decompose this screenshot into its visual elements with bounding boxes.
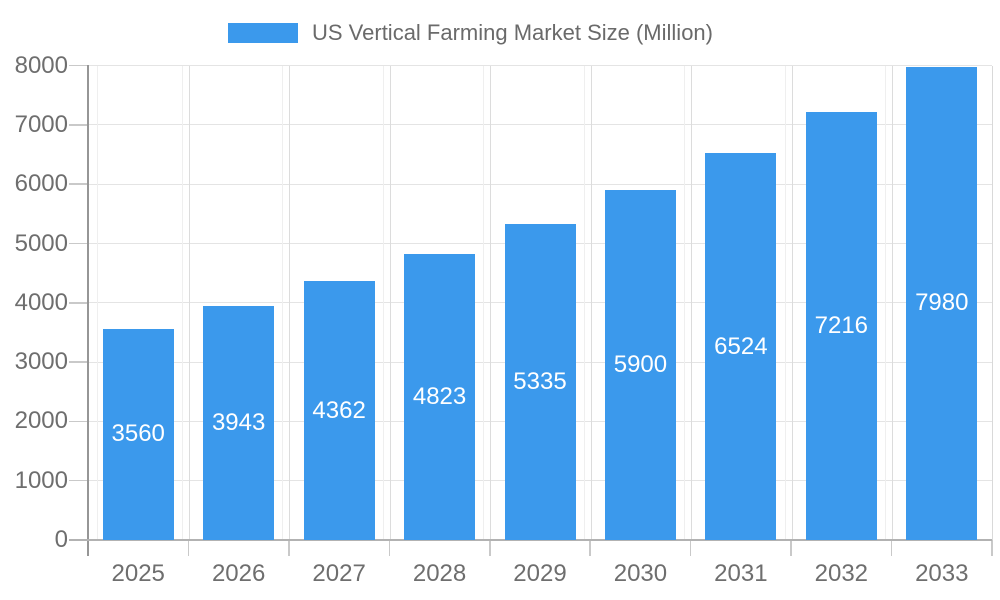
y-gridline bbox=[88, 183, 992, 185]
bar-value-label: 7980 bbox=[915, 289, 969, 317]
x-gridline bbox=[188, 65, 190, 540]
y-axis-label: 8000 bbox=[14, 51, 68, 79]
bar-value-label: 5900 bbox=[613, 351, 668, 379]
y-gridline bbox=[88, 65, 992, 67]
x-axis-label: 2028 bbox=[412, 560, 467, 587]
y-axis-tick bbox=[69, 183, 88, 185]
x-axis-tick bbox=[589, 540, 591, 556]
bar-value-label: 3943 bbox=[211, 409, 266, 437]
y-axis-tick bbox=[69, 479, 88, 482]
y-axis-tick bbox=[69, 64, 88, 67]
x-gridline bbox=[181, 65, 183, 540]
bar-2032[interactable] bbox=[805, 112, 877, 540]
bar-value-label: 7216 bbox=[814, 312, 869, 340]
bar-value-label: 3560 bbox=[111, 420, 165, 448]
x-axis-tick bbox=[991, 540, 993, 556]
x-gridline bbox=[590, 65, 592, 540]
x-gridline bbox=[684, 65, 686, 540]
x-axis-label: 2031 bbox=[714, 560, 768, 587]
plot-right-border bbox=[991, 65, 993, 540]
bar-2033[interactable] bbox=[906, 66, 978, 540]
x-gridline bbox=[791, 65, 793, 540]
bar-value-label: 5335 bbox=[513, 367, 567, 395]
y-axis-line bbox=[87, 65, 89, 556]
bar-value-label: 4823 bbox=[412, 382, 467, 410]
bar-value-label: 6524 bbox=[714, 332, 768, 360]
y-axis-tick bbox=[69, 242, 88, 245]
x-axis-label: 2026 bbox=[211, 560, 266, 587]
x-axis-label: 2025 bbox=[111, 560, 165, 587]
y-axis-tick bbox=[69, 124, 88, 126]
bar-2031[interactable] bbox=[705, 153, 777, 540]
y-axis-tick bbox=[69, 420, 88, 423]
x-gridline bbox=[583, 65, 585, 540]
x-axis-label: 2032 bbox=[814, 560, 869, 587]
x-gridline bbox=[784, 65, 786, 540]
x-gridline bbox=[490, 65, 492, 540]
y-axis-label: 3000 bbox=[14, 348, 68, 376]
x-axis-tick bbox=[890, 540, 893, 556]
x-axis-label: 2029 bbox=[513, 560, 567, 587]
x-axis-label: 2030 bbox=[613, 560, 668, 587]
legend-swatch bbox=[228, 23, 298, 43]
x-axis-tick bbox=[689, 540, 692, 556]
x-gridline bbox=[382, 65, 384, 540]
bar-2029[interactable] bbox=[504, 223, 576, 540]
bar-2028[interactable] bbox=[404, 253, 476, 540]
bar-2030[interactable] bbox=[604, 190, 676, 540]
x-axis-label: 2033 bbox=[915, 560, 969, 587]
x-gridline bbox=[483, 65, 485, 540]
x-axis-tick bbox=[489, 540, 491, 556]
x-axis-tick bbox=[388, 540, 391, 556]
x-gridline bbox=[289, 65, 291, 540]
x-gridline bbox=[691, 65, 693, 540]
bar-2026[interactable] bbox=[203, 306, 275, 540]
x-axis-tick bbox=[790, 540, 792, 556]
legend[interactable]: US Vertical Farming Market Size (Million… bbox=[0, 0, 1000, 55]
bar-2025[interactable] bbox=[102, 328, 174, 540]
x-axis-label: 2027 bbox=[312, 560, 366, 587]
x-gridline bbox=[282, 65, 284, 540]
y-axis-label: 2000 bbox=[14, 407, 68, 435]
y-axis-label: 1000 bbox=[14, 466, 68, 494]
bar-value-label: 4362 bbox=[312, 396, 366, 424]
x-gridline bbox=[885, 65, 887, 540]
legend-label: US Vertical Farming Market Size (Million… bbox=[312, 20, 713, 45]
y-axis-label: 5000 bbox=[14, 229, 68, 257]
y-axis-tick bbox=[69, 361, 88, 363]
y-axis-label: 0 bbox=[54, 526, 68, 553]
y-axis-label: 4000 bbox=[14, 288, 68, 316]
x-gridline bbox=[96, 65, 98, 540]
x-gridline bbox=[389, 65, 391, 540]
x-axis-tick bbox=[187, 540, 190, 556]
y-axis-label: 6000 bbox=[14, 170, 68, 198]
x-axis-line bbox=[69, 539, 992, 541]
bar-2027[interactable] bbox=[303, 281, 375, 540]
x-gridline bbox=[892, 65, 894, 540]
y-axis-tick bbox=[69, 302, 88, 304]
x-axis-tick bbox=[288, 540, 290, 556]
y-axis-label: 7000 bbox=[14, 110, 68, 138]
y-gridline bbox=[88, 124, 992, 126]
